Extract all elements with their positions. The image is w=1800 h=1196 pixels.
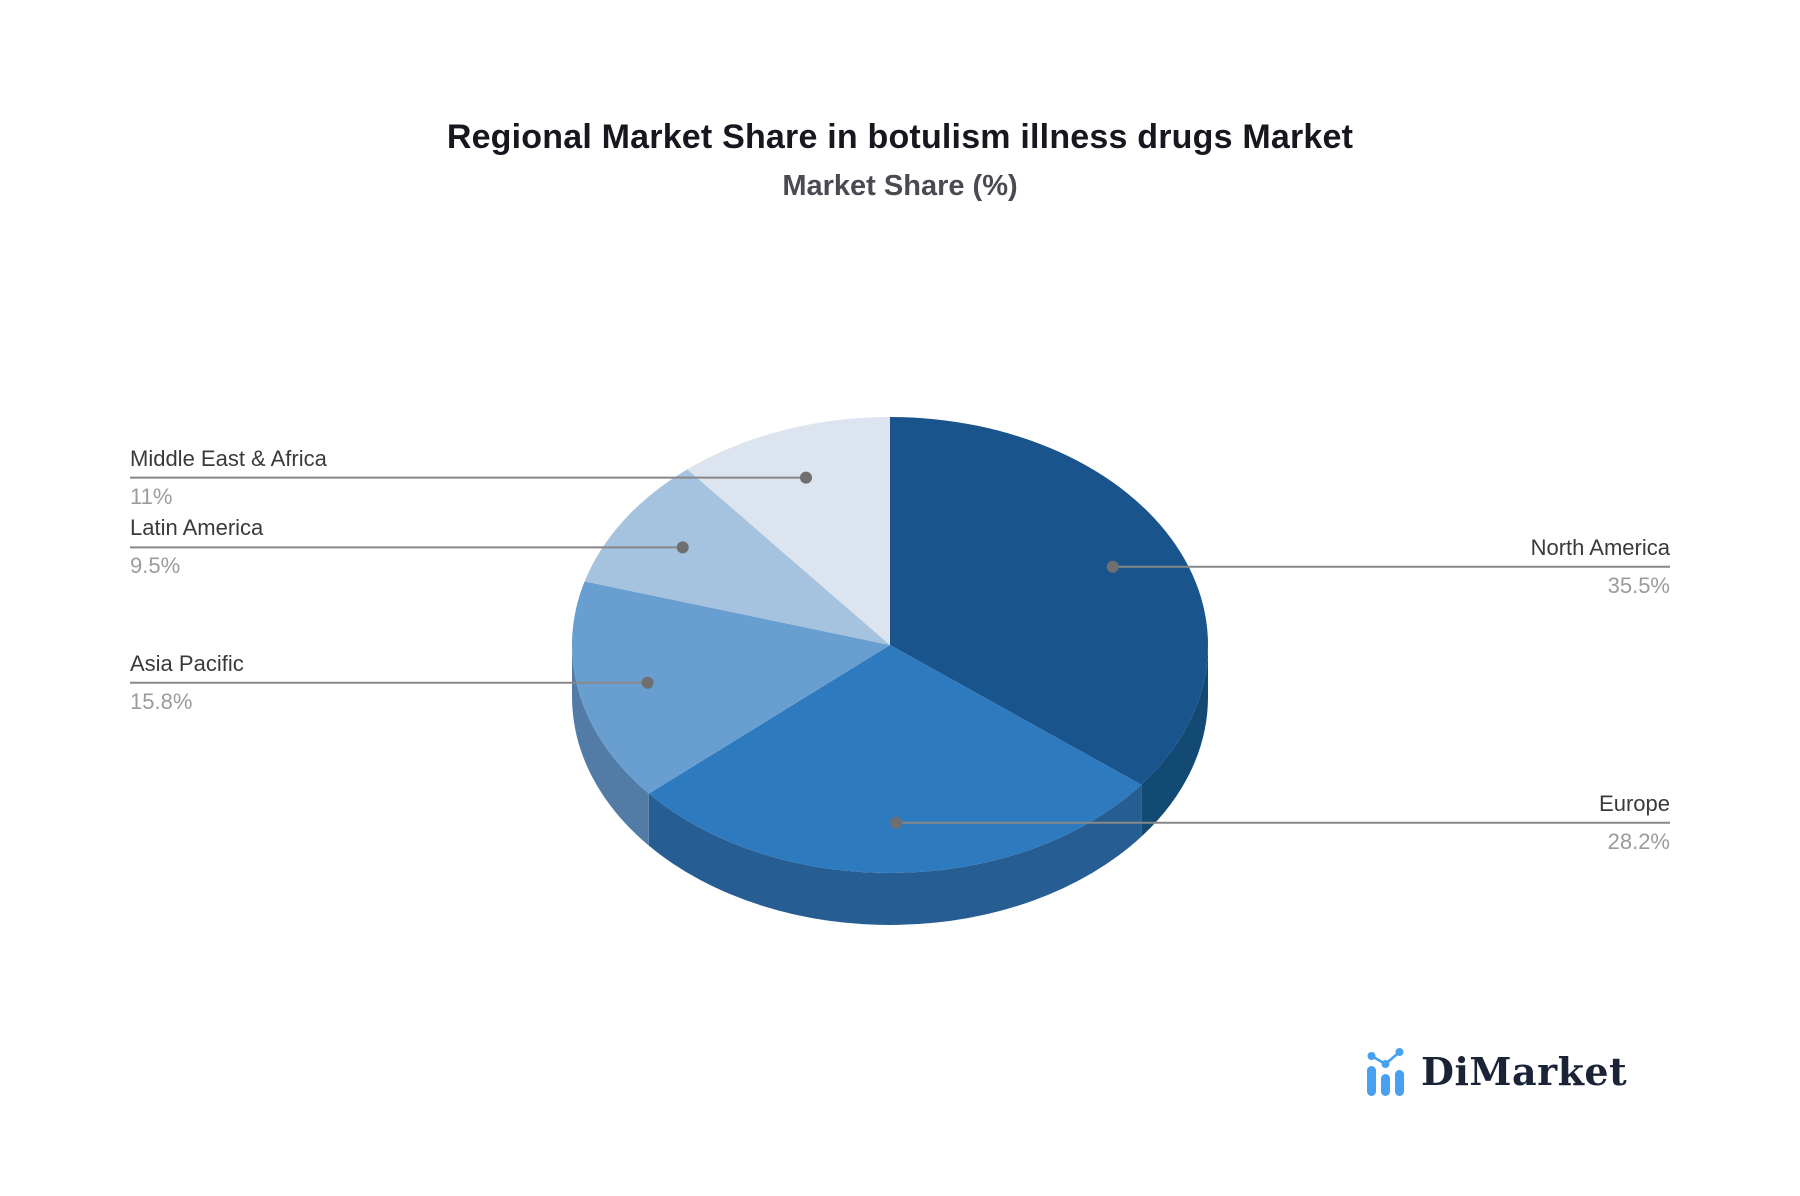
pie-slice-north-america[interactable] bbox=[890, 417, 1208, 785]
leader-dot-latin-america bbox=[676, 541, 689, 554]
slice-percent: 15.8% bbox=[130, 688, 193, 714]
pie-slice-asia-pacific[interactable] bbox=[571, 581, 890, 794]
slice-percent: 28.2% bbox=[1607, 828, 1670, 854]
pie-slice-side-europe bbox=[648, 784, 1142, 925]
leader-dot-asia-pacific bbox=[641, 676, 654, 689]
slice-percent: 11% bbox=[130, 483, 173, 509]
pie-slice-side-asia-pacific bbox=[572, 645, 649, 846]
pie-slice-europe[interactable] bbox=[648, 645, 1142, 873]
pie-slice-side-north-america bbox=[1141, 645, 1208, 837]
slice-label-middle-east-africa: Middle East & Africa 11% bbox=[130, 446, 327, 510]
slice-name: Asia Pacific bbox=[130, 650, 244, 676]
slice-percent: 9.5% bbox=[130, 553, 181, 579]
slice-label-north-america: North America 35.5% bbox=[1531, 535, 1670, 599]
logo-bars bbox=[1367, 1066, 1404, 1096]
leader-dot-north-america bbox=[1106, 560, 1119, 573]
slice-name: Latin America bbox=[130, 515, 264, 541]
chart-title: Regional Market Share in botulism illnes… bbox=[446, 118, 1354, 156]
dimarket-logo: DiMarket bbox=[1363, 1040, 1627, 1096]
slice-label-asia-pacific: Asia Pacific 15.8% bbox=[130, 651, 244, 715]
slice-name: Europe bbox=[1599, 790, 1670, 816]
slice-name: North America bbox=[1530, 534, 1670, 560]
dimarket-logo-icon bbox=[1367, 1048, 1404, 1096]
chart-subtitle: Market Share (%) bbox=[782, 170, 1018, 202]
dimarket-logo-text: DiMarket bbox=[1421, 1049, 1628, 1094]
leader-dot-europe bbox=[890, 816, 903, 829]
logo-trend-line bbox=[1367, 1048, 1404, 1068]
pie-slice-middle-east-africa[interactable] bbox=[687, 417, 890, 645]
pie-slice-latin-america[interactable] bbox=[584, 469, 890, 645]
slice-label-latin-america: Latin America 9.5% bbox=[130, 515, 263, 579]
leader-dot-middle-east-africa bbox=[799, 471, 812, 484]
slice-percent: 35.5% bbox=[1607, 572, 1670, 598]
slice-label-europe: Europe 28.2% bbox=[1599, 791, 1670, 855]
slice-name: Middle East & Africa bbox=[130, 445, 327, 471]
